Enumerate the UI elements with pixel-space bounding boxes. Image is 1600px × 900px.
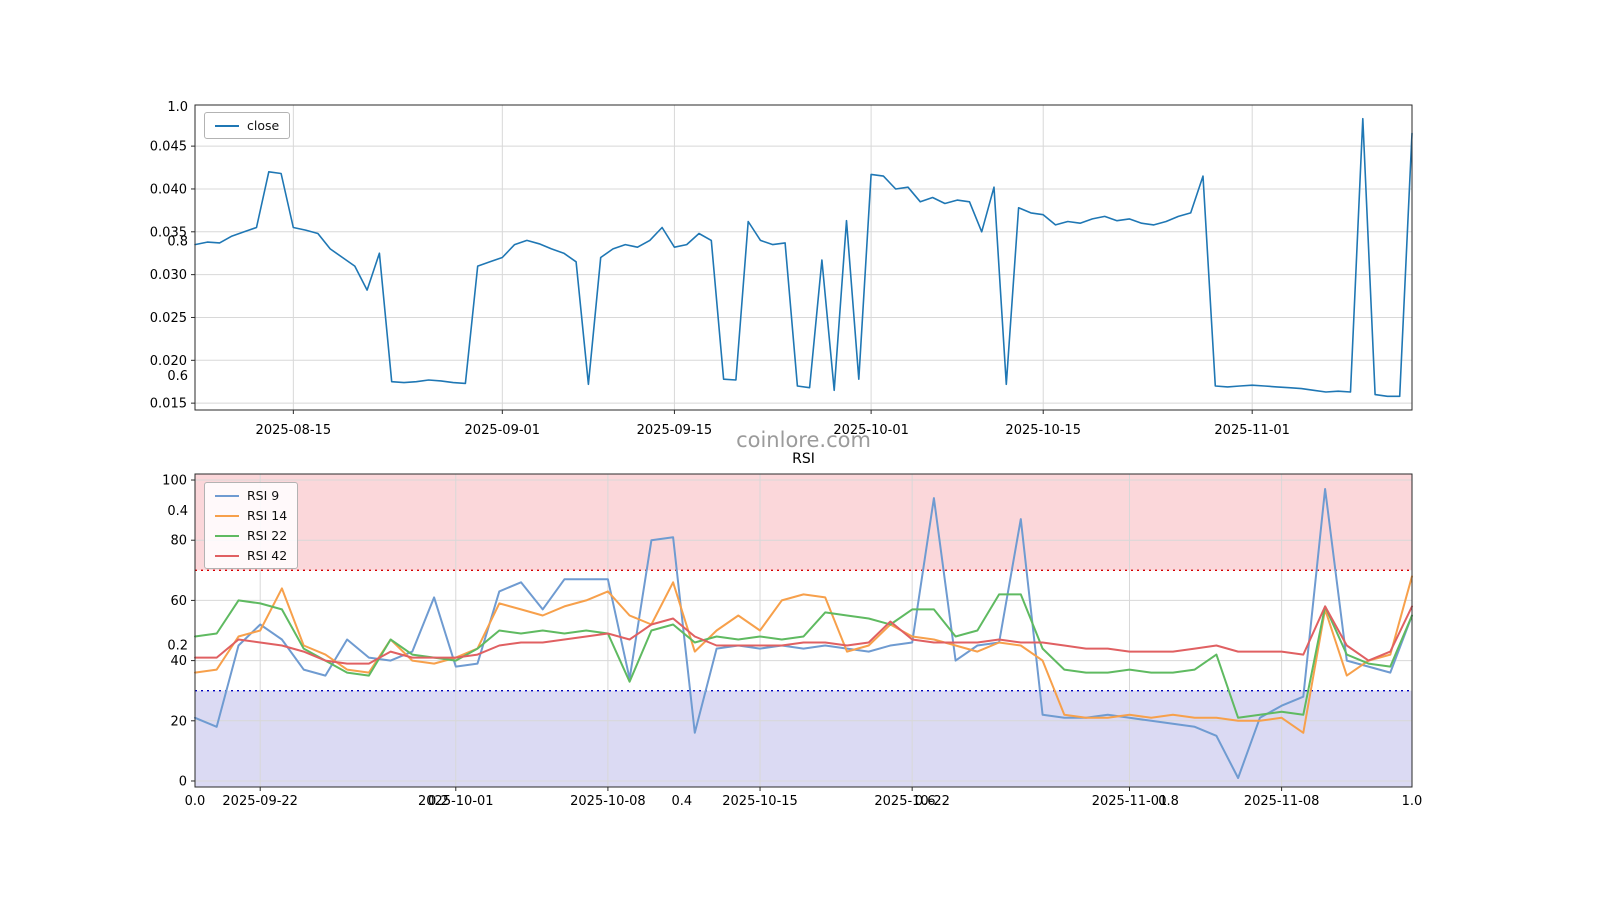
overlay-left-tick-label: 0.6	[167, 369, 188, 384]
overlay-bottom-tick-label: 0.6	[915, 794, 936, 809]
close-line	[194, 117, 1413, 398]
overlay-bottom-tick-label: 0.2	[428, 794, 449, 809]
x-tick-label: 2025-10-15	[722, 794, 798, 809]
rsi-42-line	[194, 605, 1413, 665]
legend-label: RSI 9	[247, 488, 280, 503]
overlay-left-tick-label: 0.4	[167, 504, 188, 519]
rsi-9-line	[194, 488, 1413, 779]
y-tick-label: 100	[162, 474, 187, 489]
y-tick-label: 0.030	[150, 268, 187, 283]
overlay-left-tick-label: 1.0	[167, 100, 188, 115]
y-tick-label: 0.025	[150, 311, 187, 326]
overlay-left-tick-label: 0.8	[167, 235, 188, 250]
rsi-22-line	[194, 593, 1413, 719]
y-tick-label: 80	[170, 534, 187, 549]
x-tick-label: 2025-09-22	[222, 794, 298, 809]
legend-line-swatch	[215, 124, 239, 127]
legend-item: RSI 14	[215, 508, 287, 523]
legend-item: RSI 42	[215, 548, 287, 563]
overlay-bottom-tick-label: 0.8	[1158, 794, 1179, 809]
legend-label: close	[247, 118, 280, 133]
y-tick-label: 20	[170, 714, 187, 729]
legend-item: RSI 9	[215, 488, 287, 503]
overlay-bottom-tick-label: 0.0	[185, 794, 206, 809]
y-tick-label: 0.045	[150, 140, 187, 155]
x-tick-label: 2025-10-22	[874, 794, 950, 809]
y-tick-label: 0.015	[150, 397, 187, 412]
overlay-bottom-tick-label: 1.0	[1402, 794, 1423, 809]
x-tick-label: 2025-10-15	[1005, 423, 1081, 438]
y-tick-label: 0	[179, 774, 187, 789]
legend-line-swatch	[215, 534, 239, 537]
oversold-band	[195, 690, 1412, 787]
x-tick-label: 2025-08-15	[256, 423, 332, 438]
y-tick-label: 0.020	[150, 354, 187, 369]
y-tick-label: 40	[170, 654, 187, 669]
rsi-14-line	[194, 575, 1413, 734]
legend-line-swatch	[215, 494, 239, 497]
y-tick-label: 0.035	[150, 225, 187, 240]
rsi-legend: RSI 9 RSI 14 RSI 22 RSI 42	[204, 482, 299, 569]
x-tick-label: 2025-11-01	[1092, 794, 1168, 809]
x-tick-label: 2025-09-15	[637, 423, 713, 438]
y-tick-label: 0.040	[150, 182, 187, 197]
legend-line-swatch	[215, 514, 239, 517]
price-legend: close	[204, 112, 291, 139]
rsi-plot-border	[194, 473, 1413, 788]
x-tick-label: 2025-11-08	[1244, 794, 1320, 809]
legend-label: RSI 22	[247, 528, 288, 543]
price-plot-border	[194, 104, 1413, 411]
legend-label: RSI 42	[247, 548, 288, 563]
x-tick-label: 2025-10-01	[833, 423, 909, 438]
x-tick-label: 2025-10-08	[570, 794, 646, 809]
overlay-left-tick-label: 0.2	[167, 638, 188, 653]
overlay-bottom-tick-label: 0.4	[671, 794, 692, 809]
legend-item: close	[215, 118, 279, 133]
x-tick-label: 2025-11-01	[1214, 423, 1290, 438]
legend-label: RSI 14	[247, 508, 288, 523]
overbought-band	[195, 474, 1412, 571]
legend-item: RSI 22	[215, 528, 287, 543]
x-tick-label: 2025-09-01	[465, 423, 541, 438]
rsi-chart-title: RSI	[792, 451, 815, 467]
x-tick-label: 2025-10-01	[418, 794, 494, 809]
legend-line-swatch	[215, 554, 239, 557]
watermark: coinlore.com	[736, 428, 871, 452]
y-tick-label: 60	[170, 594, 187, 609]
